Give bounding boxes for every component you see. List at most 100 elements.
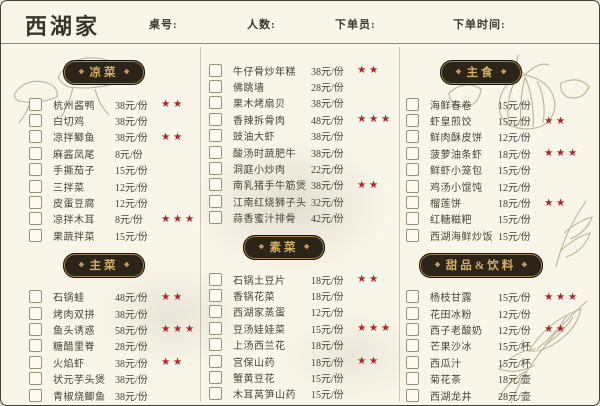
item-checkbox[interactable] <box>29 290 42 304</box>
item-checkbox[interactable] <box>209 145 222 159</box>
item-checkbox[interactable] <box>406 339 419 353</box>
item-checkbox[interactable] <box>209 272 222 286</box>
item-checkbox[interactable] <box>406 355 419 369</box>
item-checkbox[interactable] <box>209 129 222 143</box>
item-name: 花田冰粉 <box>430 309 472 321</box>
item-checkbox[interactable] <box>406 97 419 111</box>
item-name: 白切鸡 <box>53 117 85 129</box>
item-price: 28元/份 <box>115 342 148 354</box>
item-price: 18元/份 <box>498 199 531 211</box>
menu-item-row: 菊花茶 18元/壶 <box>406 370 586 386</box>
item-checkbox[interactable] <box>209 211 222 225</box>
item-checkbox[interactable] <box>29 322 42 336</box>
badge-ornament-icon: ❖ <box>123 260 130 269</box>
item-checkbox[interactable] <box>209 162 222 176</box>
item-name: 手撕茄子 <box>53 166 95 178</box>
item-checkbox[interactable] <box>29 372 42 386</box>
item-rating-stars: ★★ <box>161 291 185 303</box>
column-divider <box>399 47 400 401</box>
item-rating-stars: ★★★ <box>357 323 393 335</box>
item-checkbox[interactable] <box>406 212 419 226</box>
item-checkbox[interactable] <box>406 196 419 210</box>
item-price: 38元/份 <box>311 132 344 144</box>
menu-item-row: 杭州酱鸭 38元/份 ★★ <box>29 96 199 112</box>
item-checkbox[interactable] <box>406 114 419 128</box>
item-name: 皮蛋豆腐 <box>53 199 95 211</box>
item-price: 15元/份 <box>498 231 531 243</box>
item-checkbox[interactable] <box>406 146 419 160</box>
item-checkbox[interactable] <box>209 305 222 319</box>
item-checkbox[interactable] <box>209 338 222 352</box>
item-rating-stars: ★★ <box>357 274 381 286</box>
item-name: 木耳莴笋山药 <box>233 390 296 402</box>
item-checkbox[interactable] <box>29 163 42 177</box>
item-price: 15元/份 <box>311 324 344 336</box>
item-checkbox[interactable] <box>29 212 42 226</box>
item-checkbox[interactable] <box>29 97 42 111</box>
table-number-field[interactable]: 桌号: <box>149 19 178 31</box>
item-checkbox[interactable] <box>406 163 419 177</box>
item-price: 18元/份 <box>311 341 344 353</box>
item-checkbox[interactable] <box>406 290 419 304</box>
item-checkbox[interactable] <box>209 288 222 302</box>
item-checkbox[interactable] <box>209 354 222 368</box>
item-rating-stars: ★★★ <box>544 148 580 160</box>
item-price: 15元/份 <box>311 373 344 385</box>
item-checkbox[interactable] <box>406 322 419 336</box>
item-name: 菠萝油条虾 <box>430 149 483 161</box>
item-price: 38元/份 <box>115 391 148 403</box>
item-price: 18元/壶 <box>498 375 531 387</box>
menu-item-row: 杨枝甘露 15元/份 ★★★ <box>406 289 586 305</box>
item-checkbox[interactable] <box>406 130 419 144</box>
item-checkbox[interactable] <box>29 114 42 128</box>
item-checkbox[interactable] <box>29 355 42 369</box>
item-checkbox[interactable] <box>209 387 222 401</box>
item-price: 12元/份 <box>115 199 148 211</box>
item-checkbox[interactable] <box>406 228 419 242</box>
item-price: 48元/份 <box>311 115 344 127</box>
item-checkbox[interactable] <box>29 306 42 320</box>
item-checkbox[interactable] <box>209 321 222 335</box>
menu-item-row: 香锅花菜 18元/份 <box>209 287 391 303</box>
item-checkbox[interactable] <box>29 196 42 210</box>
order-taker-field[interactable]: 下单员: <box>335 19 376 31</box>
item-name: 牛仔骨炒年糕 <box>233 66 296 78</box>
item-name: 西湖家蒸蛋 <box>233 308 286 320</box>
item-checkbox[interactable] <box>406 388 419 402</box>
menu-item-row: 豆汤娃娃菜 15元/份 ★★★ <box>209 320 391 336</box>
item-checkbox[interactable] <box>209 112 222 126</box>
item-checkbox[interactable] <box>406 372 419 386</box>
item-checkbox[interactable] <box>29 130 42 144</box>
item-checkbox[interactable] <box>29 146 42 160</box>
item-checkbox[interactable] <box>209 80 222 94</box>
menu-item-row: 牛仔骨炒年糕 38元/份 ★★ <box>209 62 391 78</box>
item-checkbox[interactable] <box>29 228 42 242</box>
item-checkbox[interactable] <box>29 339 42 353</box>
section-badge: ❖ 主食 ❖ <box>440 60 522 85</box>
item-checkbox[interactable] <box>209 63 222 77</box>
item-name: 鸡汤小馄饨 <box>430 182 483 194</box>
badge-ornament-icon: ❖ <box>78 68 85 76</box>
item-price: 38元/份 <box>311 99 344 111</box>
item-checkbox[interactable] <box>209 96 222 110</box>
order-time-field[interactable]: 下单时间: <box>453 19 506 31</box>
guest-count-field[interactable]: 人数: <box>247 19 276 31</box>
item-price: 18元/份 <box>498 149 531 161</box>
item-rating-stars: ★★★ <box>544 291 580 303</box>
item-price: 15元/杯 <box>498 358 531 370</box>
item-checkbox[interactable] <box>406 306 419 320</box>
item-checkbox[interactable] <box>406 179 419 193</box>
menu-item-row: 榴莲饼 18元/份 ★★ <box>406 194 586 210</box>
item-checkbox[interactable] <box>209 194 222 208</box>
item-checkbox[interactable] <box>29 388 42 402</box>
item-checkbox[interactable] <box>209 178 222 192</box>
item-name: 鲜虾小笼包 <box>430 166 483 178</box>
section-badge: ❖ 素菜 ❖ <box>243 234 325 260</box>
badge-ornament-icon: ❖ <box>123 68 130 76</box>
menu-item-row: 火焰虾 38元/份 ★★ <box>29 354 199 370</box>
item-checkbox[interactable] <box>209 370 222 384</box>
item-rating-stars: ★★ <box>357 65 381 77</box>
section-badge: ❖ 凉菜 ❖ <box>63 60 145 85</box>
item-checkbox[interactable] <box>29 179 42 193</box>
item-name: 果蔬拌菜 <box>53 231 95 243</box>
